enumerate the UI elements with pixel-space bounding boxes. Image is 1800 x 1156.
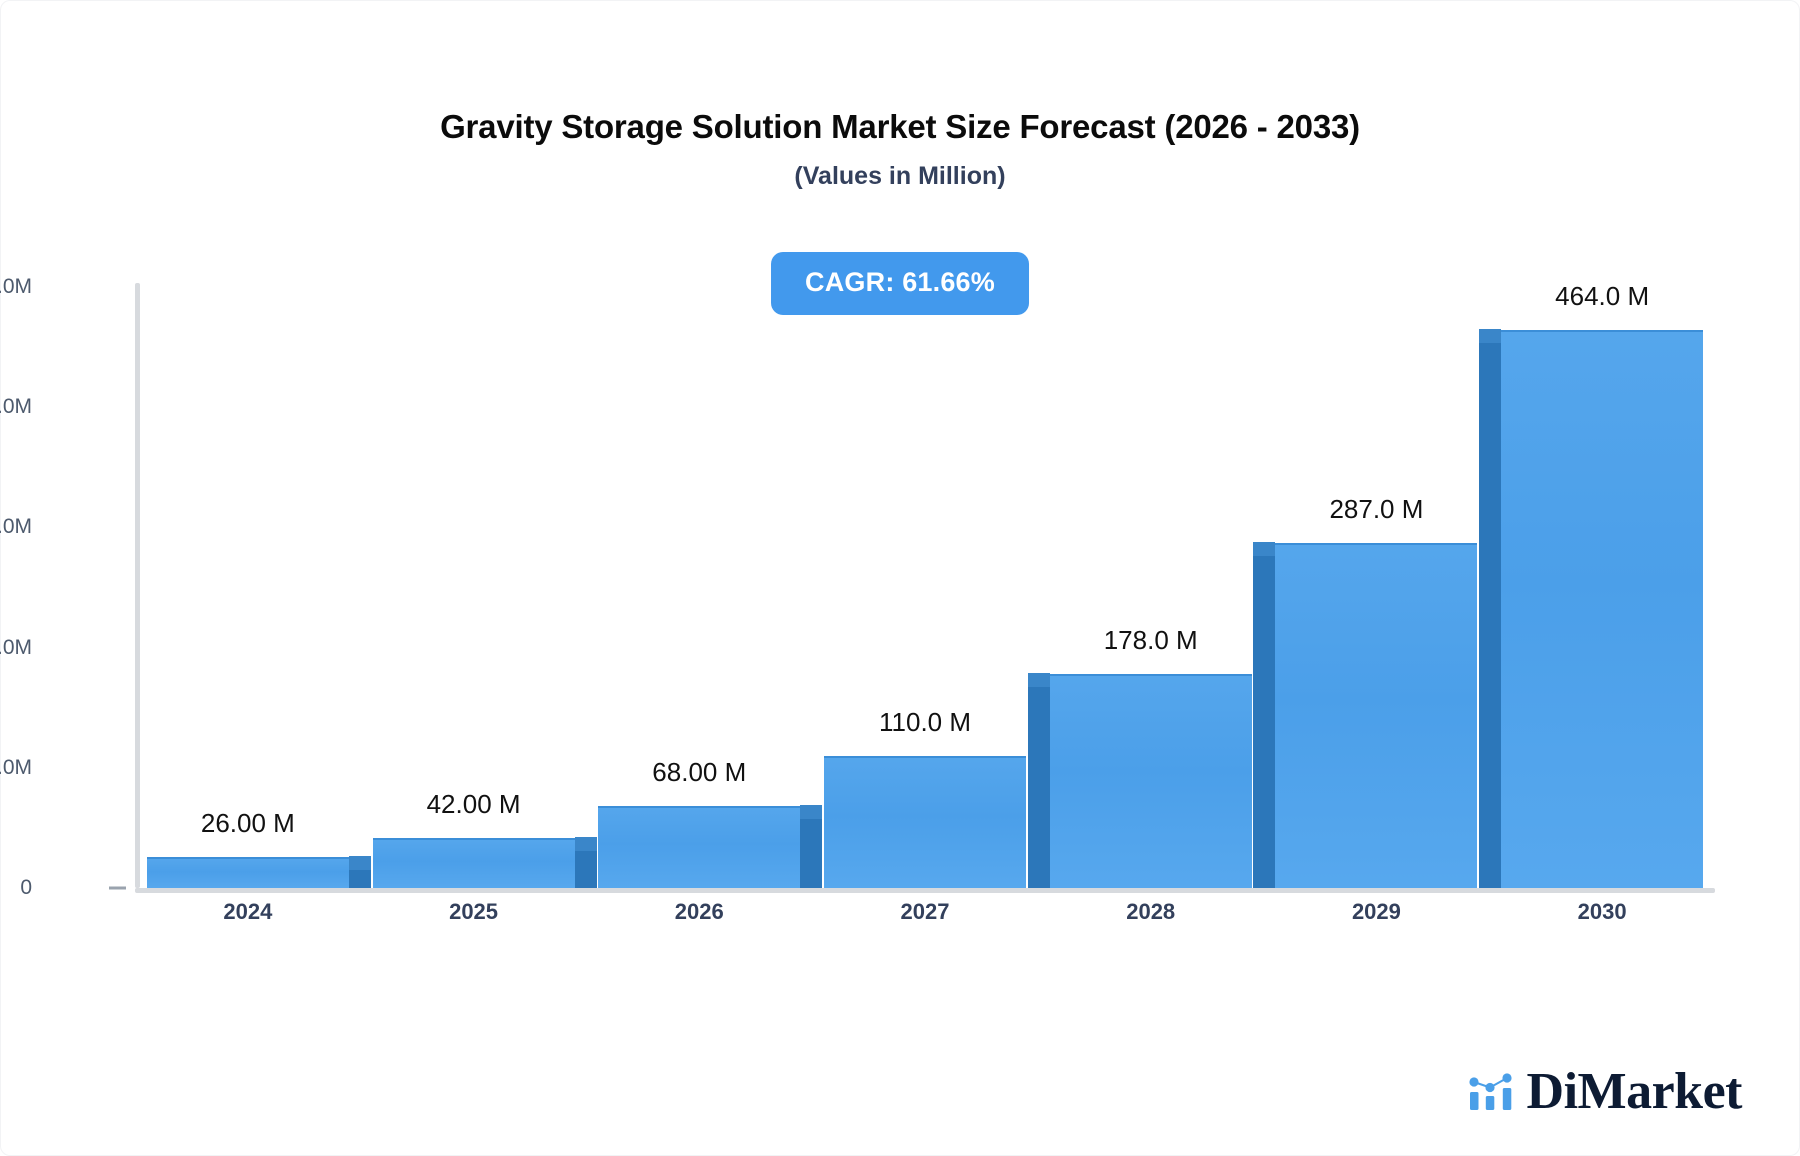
- x-axis-tick-2028: 2028: [1126, 899, 1176, 924]
- chart-header: Gravity Storage Solution Market Size For…: [0, 0, 1800, 191]
- y-axis-tick-label: 100.0M: [0, 755, 32, 779]
- bar-top-bevel: [1479, 329, 1502, 344]
- bar-2025[interactable]: 42.00 M: [372, 789, 597, 888]
- bar-2027[interactable]: 110.0 M: [824, 707, 1026, 888]
- bar-value-label: 178.0 M: [1103, 625, 1198, 656]
- bar-front-face: [598, 806, 801, 888]
- bar-front-face: [824, 755, 1026, 888]
- bar-top-bevel: [1253, 542, 1276, 557]
- y-axis-tick-label: 0: [20, 876, 32, 899]
- y-axis-tick-label: 400.0M: [0, 395, 32, 419]
- bar-value-label: 42.00 M: [426, 788, 521, 819]
- bar-side-face: [1027, 687, 1050, 888]
- x-axis-tick-2027: 2027: [900, 899, 950, 924]
- bar-side-face: [1479, 343, 1502, 888]
- plot-area: 500.0M 400.0M 300.0M 200.0M 100.0M 0 26.00 M 4…: [0, 275, 1715, 924]
- bar-value-label: 26.00 M: [200, 807, 295, 838]
- bar-2030[interactable]: 464.0 M: [1479, 281, 1704, 888]
- bar-side-face: [348, 869, 371, 888]
- y-axis-tick-mark: [109, 886, 126, 890]
- x-axis-line: [135, 888, 1715, 893]
- logo-text: DiMarket: [1526, 1063, 1743, 1120]
- dimarket-logo: DiMarket: [1468, 1063, 1743, 1120]
- bar-value-label: 110.0 M: [878, 706, 972, 737]
- bar-chart-icon: [1468, 1073, 1512, 1110]
- x-axis-tick-2024: 2024: [223, 899, 273, 924]
- bar-top-bevel: [800, 805, 823, 820]
- bar-side-face: [800, 819, 823, 888]
- bar-value-label: 287.0 M: [1329, 494, 1424, 525]
- bar-side-face: [574, 850, 597, 888]
- bar-front-face: [372, 837, 575, 888]
- y-axis-tick-label: 300.0M: [0, 515, 32, 539]
- bar-value-label: 68.00 M: [652, 757, 747, 788]
- x-axis-tick-2025: 2025: [449, 899, 499, 924]
- y-axis-line: [135, 283, 140, 888]
- bar-value-label: 464.0 M: [1555, 281, 1650, 312]
- bar-top-bevel: [348, 855, 371, 870]
- x-axis-tick-2029: 2029: [1351, 899, 1401, 924]
- chart-subtitle: (Values in Million): [794, 161, 1006, 190]
- bar-front-face: [1501, 330, 1704, 888]
- page-title: Gravity Storage Solution Market Size For…: [440, 108, 1360, 145]
- bar-front-face: [1275, 543, 1478, 888]
- y-axis-tick-label: 200.0M: [0, 635, 32, 659]
- bar-top-bevel: [1027, 673, 1050, 688]
- bar-2026[interactable]: 68.00 M: [598, 757, 823, 888]
- bar-2024[interactable]: 26.00 M: [146, 808, 371, 888]
- bar-2029[interactable]: 287.0 M: [1253, 494, 1478, 888]
- x-axis-tick-2026: 2026: [674, 899, 724, 924]
- cagr-badge: CAGR: 61.66%: [771, 252, 1029, 315]
- bar-2028[interactable]: 178.0 M: [1027, 625, 1252, 888]
- bar-side-face: [1253, 556, 1276, 888]
- bar-front-face: [1049, 674, 1252, 888]
- bar-top-bevel: [574, 836, 597, 851]
- y-axis-tick-label: 500.0M: [0, 275, 32, 298]
- x-axis-tick-2030: 2030: [1577, 899, 1627, 924]
- bar-front-face: [146, 856, 349, 888]
